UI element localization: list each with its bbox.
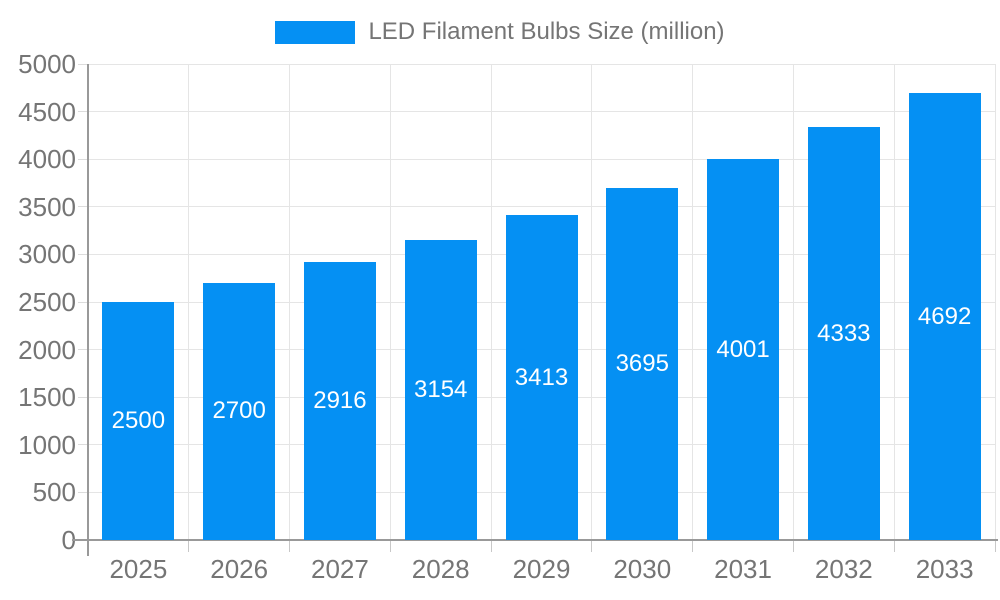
x-axis-tick xyxy=(893,540,895,552)
y-axis-line xyxy=(87,64,89,556)
gridline-vertical xyxy=(188,64,190,540)
legend-swatch[interactable] xyxy=(275,20,356,44)
x-axis-tick xyxy=(490,540,492,552)
y-axis-tick xyxy=(78,396,88,398)
bar-2028[interactable]: 3154 xyxy=(404,239,477,540)
gridline-vertical xyxy=(389,64,391,540)
y-axis-tick xyxy=(78,491,88,493)
y-tick-label: 3500 xyxy=(18,191,76,222)
x-tick-label: 2027 xyxy=(311,554,369,584)
bar-value-label: 2500 xyxy=(111,407,166,434)
bar-value-label: 4692 xyxy=(917,302,972,330)
x-axis-tick xyxy=(792,540,794,552)
y-axis-tick xyxy=(78,349,88,351)
bar-2030[interactable]: 3695 xyxy=(606,188,679,540)
gridline-vertical xyxy=(692,64,694,540)
y-axis-tick xyxy=(78,444,88,446)
chart-legend[interactable]: LED Filament Bulbs Size (million) xyxy=(0,18,1000,46)
y-tick-label: 4500 xyxy=(18,96,76,127)
x-axis-tick xyxy=(994,540,996,552)
bar-2032[interactable]: 4333 xyxy=(807,127,880,540)
bar-2031[interactable]: 4001 xyxy=(707,159,780,540)
gridline-horizontal xyxy=(88,158,995,160)
gridline-vertical xyxy=(792,64,794,540)
y-tick-label: 0 xyxy=(61,525,76,555)
bar-value-label: 3413 xyxy=(514,363,569,391)
x-axis-tick xyxy=(188,540,190,552)
y-tick-label: 500 xyxy=(32,477,76,508)
y-tick-label: 3000 xyxy=(18,239,76,270)
gridline-vertical xyxy=(893,64,895,540)
y-tick-label: 2500 xyxy=(18,287,76,317)
gridline-vertical xyxy=(994,64,996,540)
y-axis-tick xyxy=(78,253,88,255)
y-axis-tick xyxy=(78,158,88,160)
y-axis-tick xyxy=(78,301,88,303)
y-axis-tick xyxy=(78,63,88,65)
gridline-horizontal xyxy=(88,206,995,208)
y-axis-tick xyxy=(78,206,88,208)
bar-value-label: 3154 xyxy=(414,375,468,403)
bar-value-label: 3695 xyxy=(615,350,669,378)
x-axis-tick xyxy=(692,540,694,552)
x-tick-label: 2025 xyxy=(109,554,168,584)
bar-value-label: 4333 xyxy=(817,319,871,347)
bar-value-label: 2916 xyxy=(313,387,367,415)
legend-label[interactable]: LED Filament Bulbs Size (million) xyxy=(368,18,725,45)
x-tick-label: 2030 xyxy=(613,554,672,584)
bar-2025[interactable]: 2500 xyxy=(102,302,175,540)
x-tick-label: 2029 xyxy=(512,554,571,584)
x-tick-label: 2032 xyxy=(814,554,873,584)
y-tick-label: 2000 xyxy=(18,334,76,365)
x-tick-label: 2033 xyxy=(915,554,974,584)
gridline-horizontal xyxy=(88,63,995,65)
x-axis-tick xyxy=(289,540,291,552)
x-axis-tick xyxy=(389,540,391,552)
y-tick-label: 5000 xyxy=(18,49,76,79)
x-axis-tick xyxy=(591,540,593,552)
bar-2027[interactable]: 2916 xyxy=(303,262,376,540)
bar-value-label: 2700 xyxy=(212,397,266,425)
y-tick-label: 1500 xyxy=(18,382,76,413)
x-tick-label: 2026 xyxy=(210,554,269,584)
y-axis-tick xyxy=(78,111,88,113)
gridline-horizontal xyxy=(88,111,995,113)
gridline-vertical xyxy=(490,64,492,540)
bar-value-label: 4001 xyxy=(716,335,770,363)
y-tick-label: 4000 xyxy=(18,144,76,175)
x-tick-label: 2028 xyxy=(411,554,470,584)
x-tick-label: 2031 xyxy=(714,554,772,584)
bar-2026[interactable]: 2700 xyxy=(203,282,276,540)
bar-2029[interactable]: 3413 xyxy=(505,215,578,540)
y-tick-label: 1000 xyxy=(18,429,76,460)
gridline-vertical xyxy=(289,64,291,540)
bar-2033[interactable]: 4692 xyxy=(908,93,981,540)
gridline-vertical xyxy=(591,64,593,540)
